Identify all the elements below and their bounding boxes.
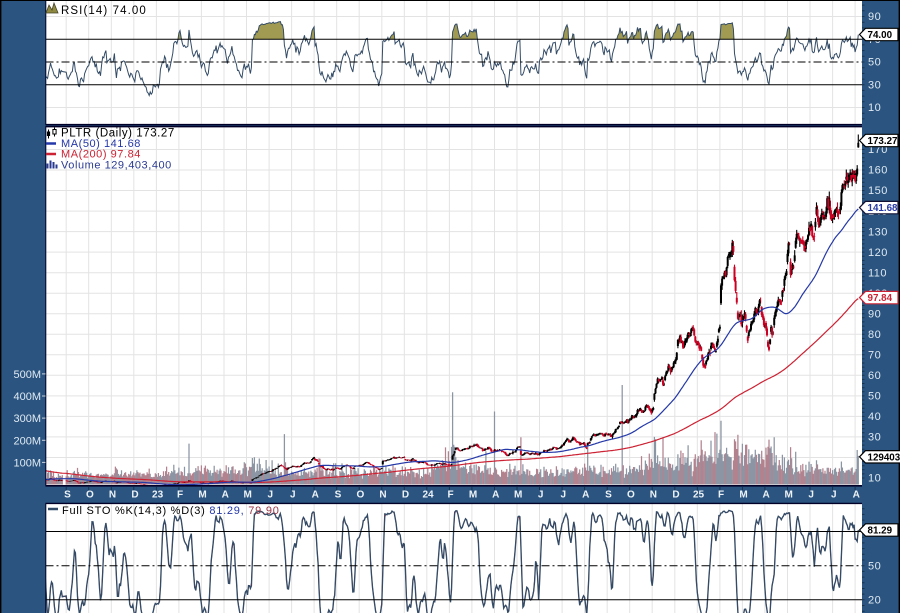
- svg-text:N: N: [109, 490, 116, 501]
- svg-text:20: 20: [868, 595, 881, 607]
- svg-text:A: A: [492, 490, 499, 501]
- svg-text:N: N: [379, 490, 386, 501]
- svg-text:500M: 500M: [13, 369, 41, 381]
- svg-text:J: J: [561, 490, 567, 501]
- svg-text:O: O: [86, 490, 94, 501]
- svg-text:A: A: [312, 490, 319, 501]
- svg-text:M: M: [739, 490, 747, 501]
- svg-text:60: 60: [868, 370, 881, 382]
- svg-text:M: M: [198, 490, 206, 501]
- svg-text:141.68: 141.68: [868, 203, 899, 214]
- svg-text:F: F: [177, 490, 183, 501]
- svg-text:D: D: [402, 490, 409, 501]
- svg-text:J: J: [290, 490, 296, 501]
- svg-text:40: 40: [868, 411, 881, 423]
- svg-text:J: J: [808, 490, 814, 501]
- svg-text:81.29: 81.29: [868, 526, 893, 537]
- svg-text:160: 160: [868, 165, 888, 177]
- svg-text:90: 90: [868, 308, 881, 320]
- svg-text:150: 150: [868, 185, 888, 197]
- svg-text:200M: 200M: [13, 435, 41, 447]
- svg-text:J: J: [268, 490, 274, 501]
- svg-text:50: 50: [868, 57, 881, 69]
- svg-text:RSI(14) 74.00: RSI(14) 74.00: [61, 5, 147, 17]
- svg-text:97.84: 97.84: [868, 293, 893, 304]
- svg-text:O: O: [357, 490, 365, 501]
- svg-text:M: M: [244, 490, 252, 501]
- svg-text:Volume 129,403,400: Volume 129,403,400: [61, 160, 172, 172]
- svg-text:S: S: [335, 490, 342, 501]
- svg-text:90: 90: [868, 11, 881, 23]
- svg-text:MA(200) 97.84: MA(200) 97.84: [61, 149, 141, 161]
- svg-text:J: J: [538, 490, 544, 501]
- svg-text:50: 50: [868, 560, 881, 572]
- svg-text:N: N: [650, 490, 657, 501]
- svg-text:A: A: [853, 490, 860, 501]
- svg-text:25: 25: [693, 490, 705, 501]
- svg-text:A: A: [762, 490, 769, 501]
- svg-text:A: A: [582, 490, 589, 501]
- svg-text:PLTR (Daily) 173.27: PLTR (Daily) 173.27: [61, 128, 175, 140]
- svg-text:110: 110: [868, 267, 887, 279]
- svg-text:F: F: [718, 490, 724, 501]
- svg-text:74.00: 74.00: [868, 30, 893, 41]
- svg-text:10: 10: [868, 473, 881, 485]
- svg-text:S: S: [605, 490, 612, 501]
- svg-text:400M: 400M: [13, 391, 41, 403]
- svg-text:J: J: [831, 490, 837, 501]
- svg-text:130: 130: [868, 226, 888, 238]
- svg-text:M: M: [514, 490, 522, 501]
- svg-text:D: D: [672, 490, 679, 501]
- svg-text:129403400: 129403400: [868, 452, 900, 463]
- svg-text:A: A: [222, 490, 229, 501]
- svg-text:S: S: [64, 490, 71, 501]
- svg-text:24: 24: [422, 490, 434, 501]
- svg-text:300M: 300M: [13, 413, 41, 425]
- svg-text:173.27: 173.27: [868, 136, 899, 147]
- svg-text:70: 70: [868, 350, 881, 362]
- svg-text:30: 30: [868, 80, 881, 92]
- svg-text:50: 50: [868, 391, 881, 403]
- svg-text:O: O: [627, 490, 635, 501]
- svg-text:120: 120: [868, 247, 888, 259]
- svg-text:30: 30: [868, 432, 881, 444]
- svg-text:D: D: [131, 490, 138, 501]
- svg-text:M: M: [785, 490, 793, 501]
- svg-text:F: F: [448, 490, 454, 501]
- svg-text:100M: 100M: [13, 457, 41, 469]
- svg-text:Full STO %K(14,3) %D(3) 81.29,: Full STO %K(14,3) %D(3) 81.29, 79.90: [62, 505, 280, 517]
- svg-text:10: 10: [868, 102, 881, 114]
- svg-text:M: M: [469, 490, 477, 501]
- svg-text:MA(50) 141.68: MA(50) 141.68: [61, 138, 141, 150]
- svg-text:23: 23: [152, 490, 164, 501]
- svg-text:80: 80: [868, 329, 881, 341]
